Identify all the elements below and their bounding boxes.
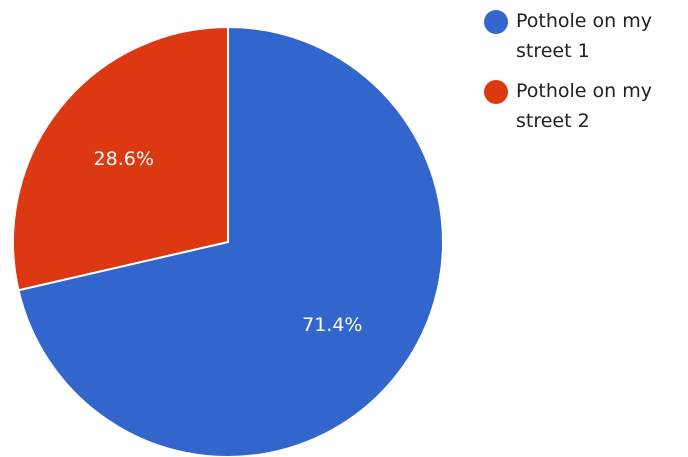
slice-label-2: 28.6%	[94, 148, 154, 170]
legend-label-1: Pothole on my street 1	[516, 10, 652, 62]
legend-swatch-1	[484, 10, 508, 34]
pie-slice-1[interactable]	[17, 25, 444, 457]
legend-item-1[interactable]: Pothole on my street 1	[484, 6, 688, 66]
legend-swatch-2	[484, 80, 508, 104]
legend-item-2[interactable]: Pothole on my street 2	[484, 76, 688, 136]
pie-slice-2[interactable]	[12, 25, 229, 292]
legend: Pothole on my street 1 Pothole on my str…	[484, 6, 688, 146]
slice-label-1: 71.4%	[302, 314, 362, 336]
legend-label-2: Pothole on my street 2	[516, 80, 652, 132]
